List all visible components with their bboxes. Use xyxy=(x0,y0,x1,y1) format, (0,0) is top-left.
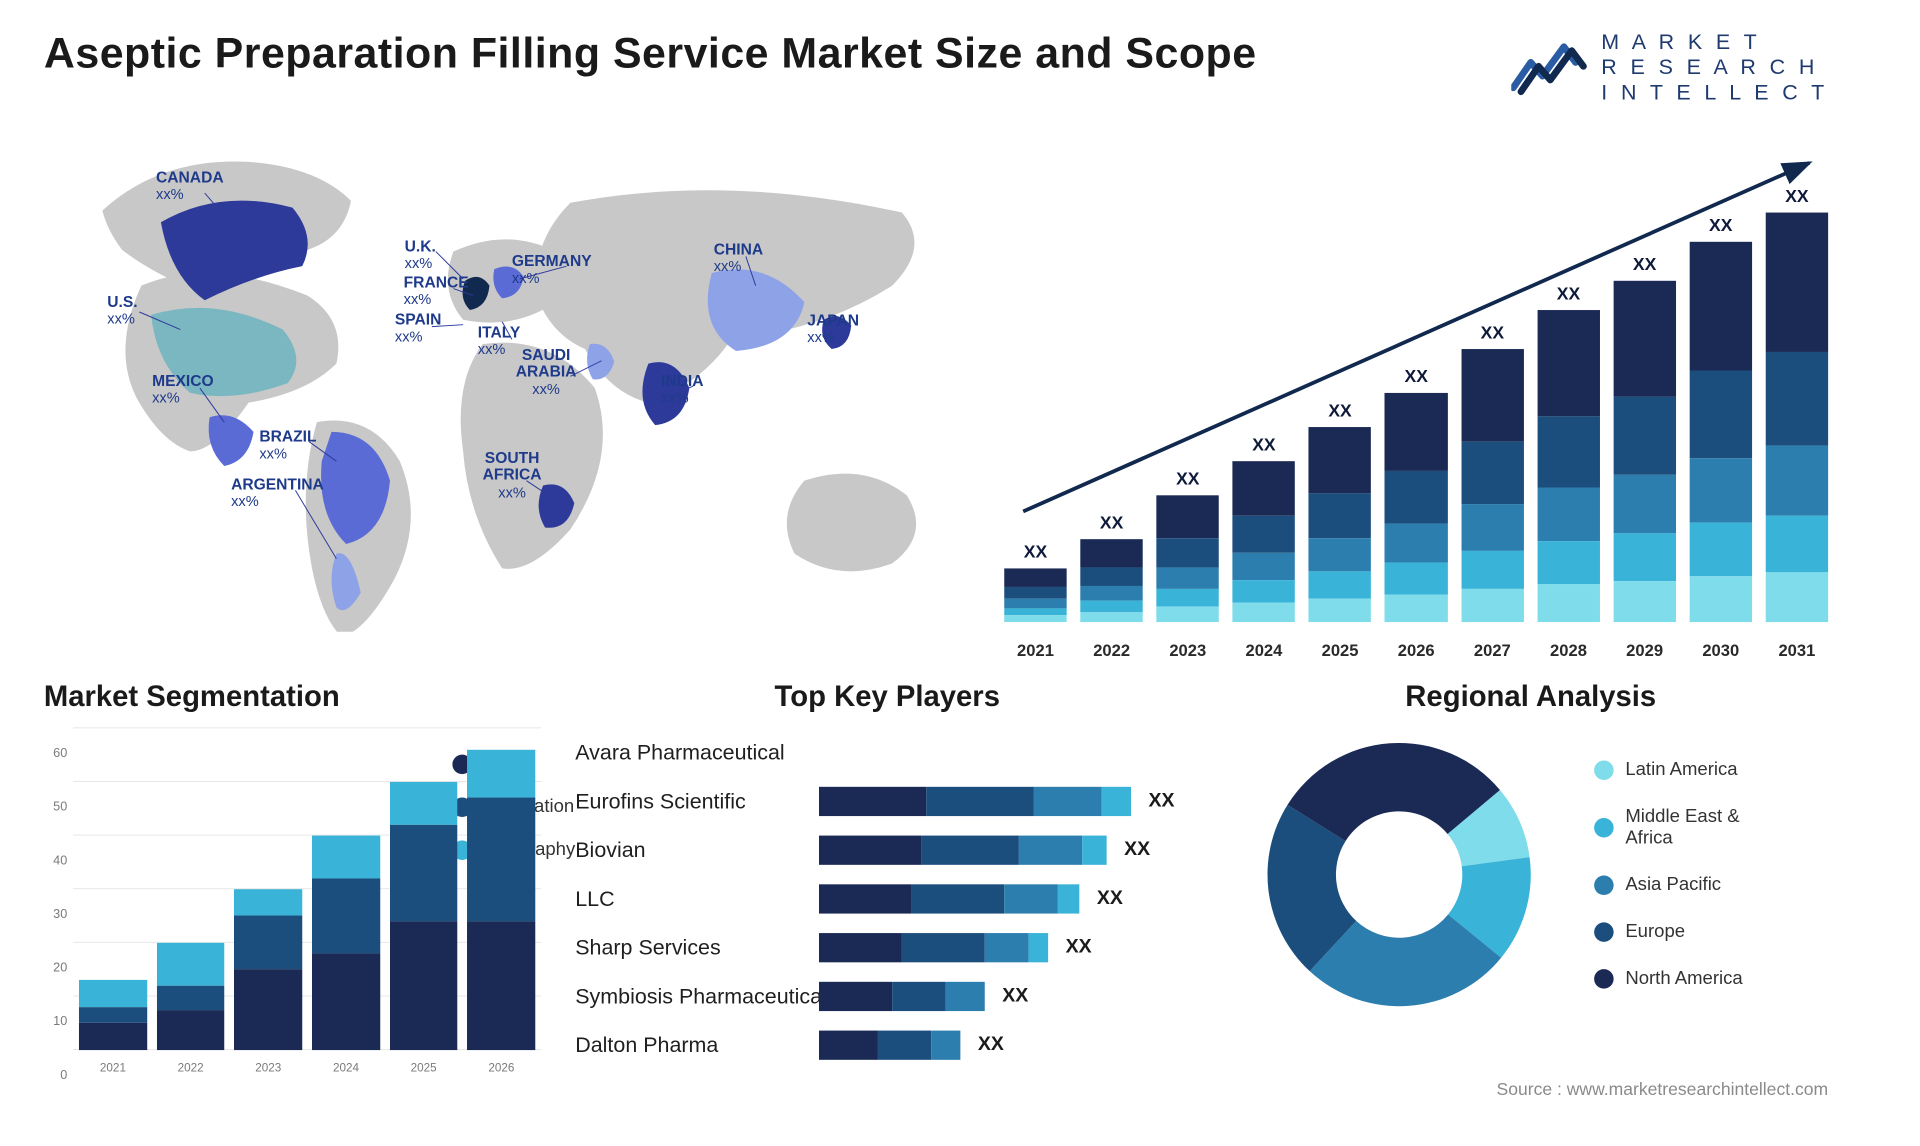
legend-item: Europe xyxy=(1594,921,1828,942)
player-row: BiovianXX xyxy=(575,826,1199,875)
map-label: MEXICOxx% xyxy=(152,373,214,407)
map-label: BRAZILxx% xyxy=(259,429,316,463)
map-label: CANADAxx% xyxy=(156,170,224,204)
player-row: Sharp ServicesXX xyxy=(575,923,1199,972)
player-row: Dalton PharmaXX xyxy=(575,1021,1199,1070)
map-label: SPAINxx% xyxy=(395,312,442,346)
source-label: Source : www.marketresearchintellect.com xyxy=(1497,1079,1829,1099)
row-top: CANADAxx% U.S.xx% MEXICOxx% BRAZILxx% ARGENT… xyxy=(44,134,1828,661)
map-label: FRANCExx% xyxy=(404,275,469,309)
seg-bar xyxy=(157,943,225,1050)
trend-chart: XXXXXXXXXXXXXXXXXXXXXX 20212022202320242… xyxy=(1004,134,1828,661)
trend-bar: XX xyxy=(1766,186,1828,622)
seg-bar xyxy=(390,782,458,1050)
map-label: CHINAxx% xyxy=(714,242,763,276)
trend-bar: XX xyxy=(1004,542,1066,622)
trend-bar: XX xyxy=(1157,469,1219,622)
trend-bar: XX xyxy=(1613,254,1675,622)
players-panel: Top Key Players Avara PharmaceuticalEuro… xyxy=(575,680,1199,1099)
legend-item: Latin America xyxy=(1594,759,1828,780)
header: Aseptic Preparation Filling Service Mark… xyxy=(44,29,1828,105)
map-label: GERMANYxx% xyxy=(512,253,592,287)
trend-bar: XX xyxy=(1309,401,1371,622)
seg-bar xyxy=(234,889,302,1050)
map-label: JAPANxx% xyxy=(807,313,859,347)
map-label: ITALYxx% xyxy=(478,325,520,359)
legend-item: Asia Pacific xyxy=(1594,874,1828,895)
map-label: U.K.xx% xyxy=(405,239,436,273)
trend-bar: XX xyxy=(1537,284,1599,622)
trend-bar: XX xyxy=(1690,215,1752,622)
map-panel: CANADAxx% U.S.xx% MEXICOxx% BRAZILxx% ARGENT… xyxy=(44,134,965,661)
segmentation-panel: Market Segmentation 0102030405060 202120… xyxy=(44,680,541,1099)
map-label: SOUTHAFRICAxx% xyxy=(483,450,542,501)
regional-panel: Regional Analysis Latin America Middle Ea… xyxy=(1233,680,1828,1099)
players-title: Top Key Players xyxy=(575,680,1199,713)
regional-donut xyxy=(1253,728,1546,1021)
row-bottom: Market Segmentation 0102030405060 202120… xyxy=(44,680,1828,1099)
seg-bar xyxy=(467,750,535,1050)
seg-bar xyxy=(312,835,380,1049)
seg-bar xyxy=(79,980,147,1050)
map-label: INDIAxx% xyxy=(661,373,703,407)
map-label: SAUDIARABIAxx% xyxy=(516,347,577,398)
logo-text: M A R K E T R E S E A R C H I N T E L L … xyxy=(1601,29,1828,105)
regional-title: Regional Analysis xyxy=(1233,680,1828,713)
map-label: U.S.xx% xyxy=(107,294,137,328)
player-row: Avara Pharmaceutical xyxy=(575,728,1199,777)
brand-logo: M A R K E T R E S E A R C H I N T E L L … xyxy=(1512,29,1829,105)
trend-bar: XX xyxy=(1233,435,1295,622)
player-row: LLCXX xyxy=(575,874,1199,923)
player-row: Symbiosis PharmaceuticalXX xyxy=(575,972,1199,1021)
legend-item: North America xyxy=(1594,968,1828,989)
legend-item: Middle East &Africa xyxy=(1594,806,1828,849)
page-title: Aseptic Preparation Filling Service Mark… xyxy=(44,29,1257,78)
map-label: ARGENTINAxx% xyxy=(231,477,324,511)
trend-bar: XX xyxy=(1080,513,1142,622)
logo-mark-icon xyxy=(1512,37,1588,97)
trend-bar: XX xyxy=(1461,323,1523,622)
player-row: Eurofins ScientificXX xyxy=(575,777,1199,826)
trend-bar: XX xyxy=(1385,366,1447,621)
segmentation-title: Market Segmentation xyxy=(44,680,541,713)
